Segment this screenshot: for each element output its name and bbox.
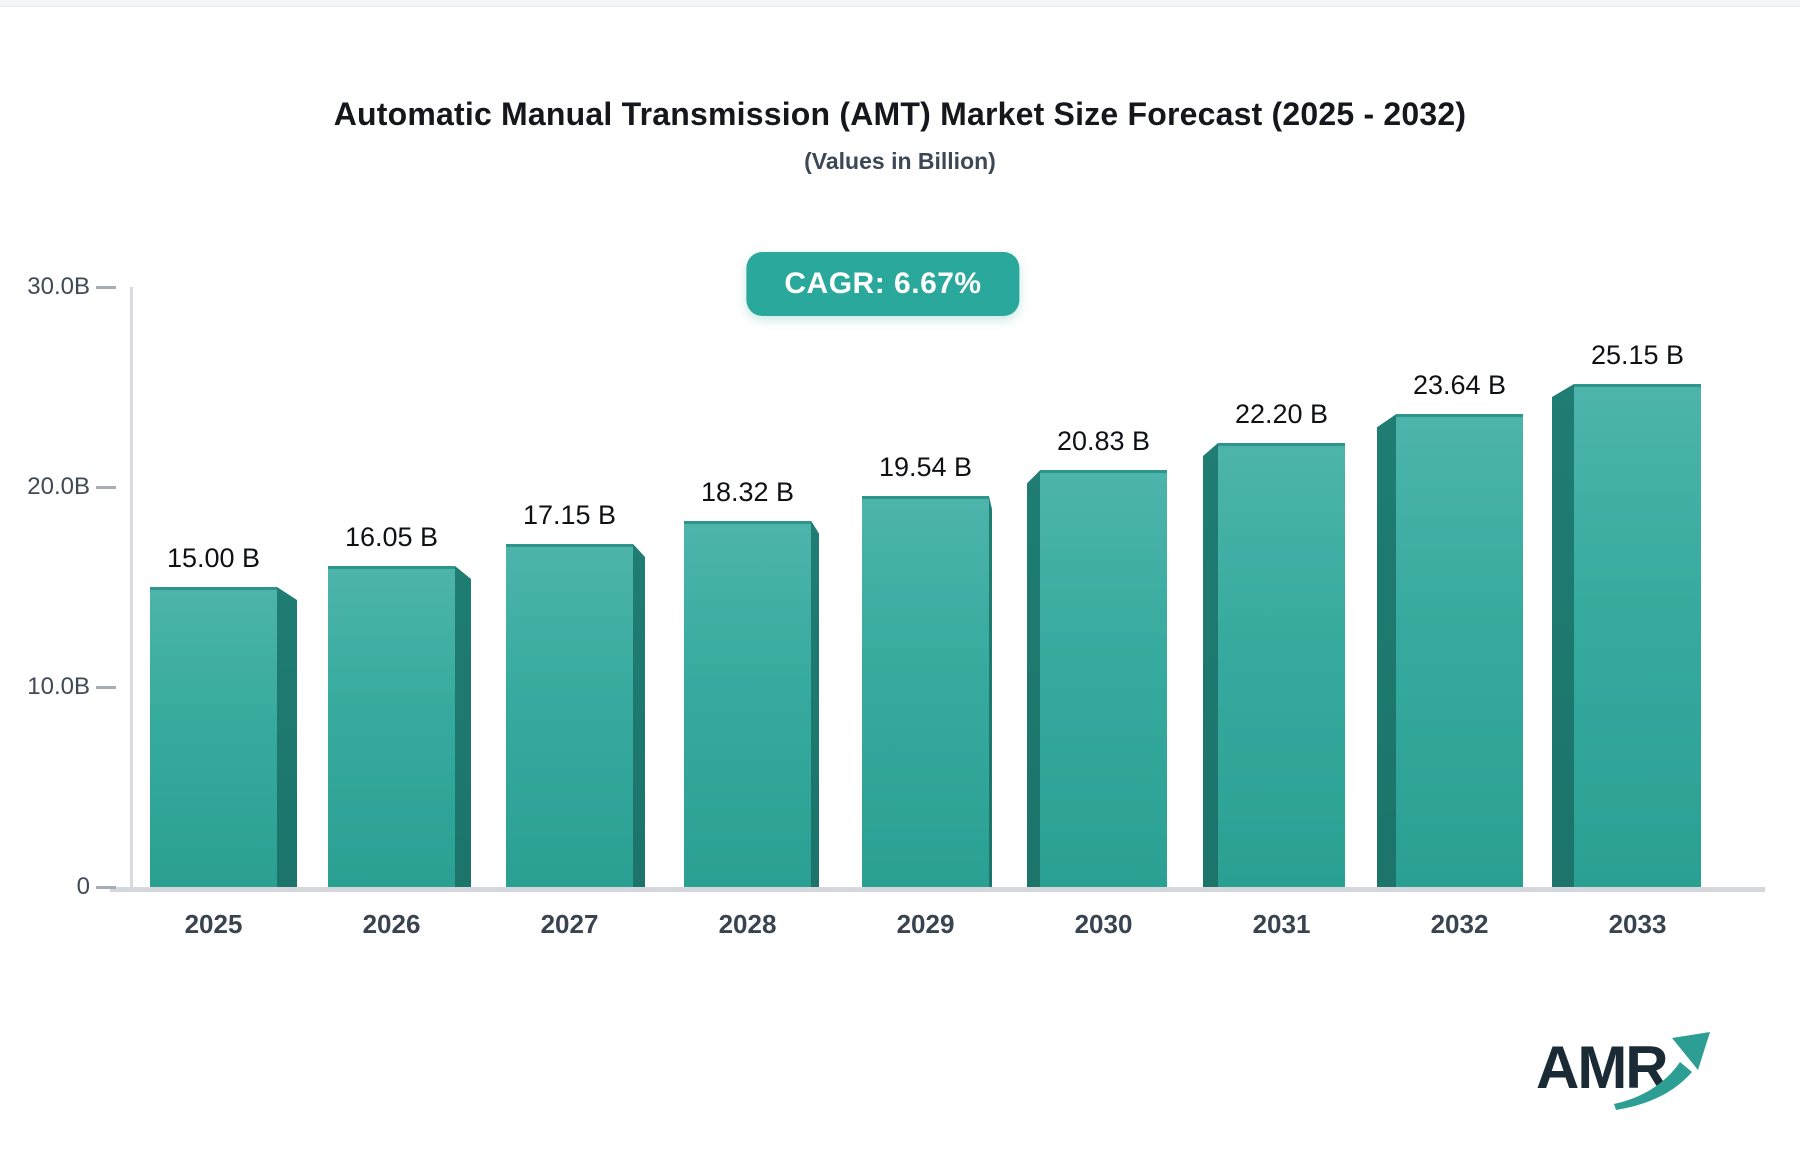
x-tick-label: 2028 [718, 909, 777, 939]
top-strip [0, 0, 1800, 7]
bar-side [1027, 470, 1040, 887]
amr-logo-arrow-swoosh-icon [1614, 1062, 1692, 1110]
y-tick-dash [96, 686, 116, 689]
bar-value-label: 17.15 B [522, 500, 617, 530]
bar-side [455, 566, 471, 887]
y-tick-label: 10.0B [27, 673, 90, 700]
amr-logo-arrowhead-icon [1672, 1032, 1710, 1070]
bar-side [277, 587, 297, 887]
bar-value-label: 25.15 B [1590, 340, 1685, 370]
bar-value-label: 16.05 B [344, 522, 439, 552]
x-tick-label: 2030 [1074, 909, 1133, 939]
x-tick-label: 2032 [1430, 909, 1489, 939]
bar-2032 [1396, 414, 1523, 887]
chart-subtitle: (Values in Billion) [804, 148, 996, 174]
bar-value-label: 20.83 B [1056, 426, 1151, 457]
bar-value-label: 23.64 B [1412, 370, 1507, 401]
y-tick-label: 30.0B [27, 273, 90, 300]
bar-value-label: 15.00 B [166, 543, 261, 573]
y-tick-dash [96, 486, 116, 489]
amr-logo: AMR [1536, 1032, 1710, 1110]
bar-side [1203, 443, 1218, 887]
bar-2029 [862, 496, 989, 887]
x-axis-line [110, 887, 1765, 892]
y-tick-label: 20.0B [27, 473, 90, 500]
y-tick-label: 0 [76, 873, 90, 900]
bar-value-label: 19.54 B [878, 452, 973, 483]
cagr-badge: CAGR: 6.67% [746, 252, 1020, 316]
bar-side [989, 496, 992, 887]
bar-2033 [1574, 384, 1701, 887]
bar-2027 [506, 544, 633, 887]
bar-value-label: 18.32 B [700, 476, 795, 507]
bar-side [1377, 414, 1396, 887]
x-tick-label: 2031 [1252, 909, 1311, 939]
x-tick-label: 2026 [362, 909, 421, 939]
bar-2031 [1218, 443, 1345, 887]
y-axis-line [130, 287, 133, 887]
x-tick-label: 2025 [184, 909, 243, 939]
chart-title: Automatic Manual Transmission (AMT) Mark… [333, 96, 1467, 132]
bar-2025 [150, 587, 277, 887]
amr-logo-text: AMR [1536, 1034, 1668, 1101]
x-tick-label: 2027 [540, 909, 599, 939]
bar-side [811, 520, 819, 887]
y-tick-dash [96, 886, 116, 889]
x-tick-label: 2029 [896, 909, 955, 939]
bar-side [1552, 384, 1574, 887]
bar-2028 [684, 520, 811, 887]
bar-2030 [1040, 470, 1167, 887]
bar-2026 [328, 566, 455, 887]
x-tick-label: 2033 [1608, 909, 1667, 939]
y-tick-dash [96, 286, 116, 289]
bar-value-label: 22.20 B [1234, 399, 1329, 429]
bar-side [633, 544, 645, 887]
